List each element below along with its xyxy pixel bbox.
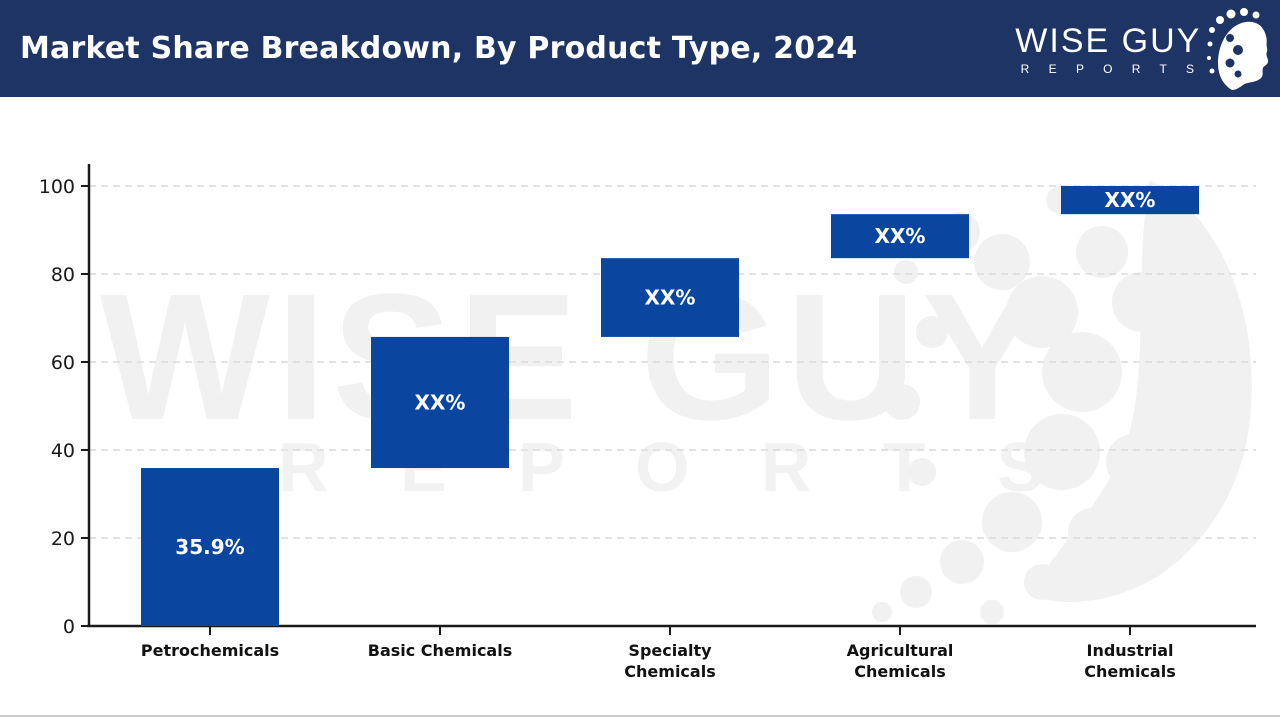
bar-value-label: 35.9%: [175, 535, 244, 559]
x-category-label: Basic Chemicals: [368, 641, 512, 660]
bar: [141, 468, 279, 626]
bar: [601, 258, 739, 337]
y-tick-label: 60: [51, 352, 75, 374]
bar: [371, 336, 509, 469]
bar-value-label: XX%: [415, 390, 466, 414]
x-category-label: Petrochemicals: [141, 641, 279, 660]
brand-logo-text: WISE GUY R E P O R T S: [1015, 24, 1202, 76]
x-category-label: Specialty Chemicals: [624, 641, 715, 681]
logo-wordmark: WISE GUY: [1015, 22, 1202, 60]
logo-subtext: R E P O R T S: [1020, 62, 1202, 76]
y-tick-label: 40: [51, 440, 75, 462]
y-tick-label: 20: [51, 528, 75, 550]
bar-value-label: XX%: [645, 286, 696, 310]
y-tick-label: 0: [63, 616, 75, 638]
brand-logo: WISE GUY R E P O R T S: [1015, 8, 1270, 92]
bottom-divider: [0, 715, 1280, 717]
x-category-label: Industrial Chemicals: [1084, 641, 1175, 681]
y-tick-label: 80: [51, 264, 75, 286]
bar-value-label: XX%: [1105, 188, 1156, 212]
x-category-label: Agricultural Chemicals: [847, 641, 954, 681]
y-tick-label: 100: [39, 176, 75, 198]
logo-head-icon: [1207, 8, 1269, 91]
header: Market Share Breakdown, By Product Type,…: [0, 0, 1280, 97]
bar-value-label: XX%: [875, 224, 926, 248]
page-title: Market Share Breakdown, By Product Type,…: [20, 31, 858, 66]
